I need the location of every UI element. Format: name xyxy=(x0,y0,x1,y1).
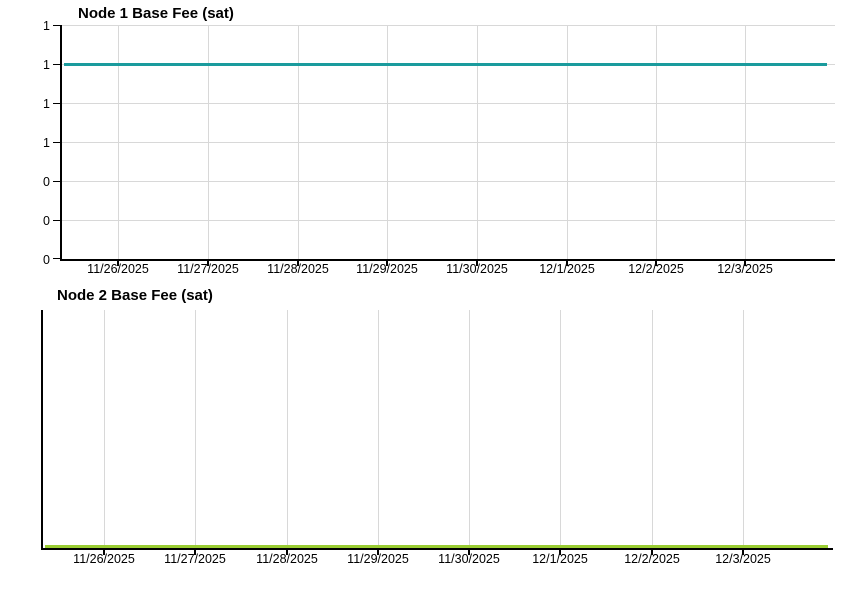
chart1-series-line-node1-base-fee xyxy=(64,62,827,66)
chart1-y-tick xyxy=(53,257,60,259)
chart2-x-tick xyxy=(286,550,288,555)
chart1-gridline-v xyxy=(208,25,209,259)
chart1-y-tick xyxy=(53,63,60,65)
chart2-x-tick xyxy=(559,550,561,555)
chart1-x-tick-label: 11/28/2025 xyxy=(267,262,329,276)
chart1-gridline-h xyxy=(62,220,835,221)
chart1-gridline-v xyxy=(118,25,119,259)
chart1-x-tick xyxy=(655,261,657,266)
chart1-gridline-v xyxy=(477,25,478,259)
chart1-title: Node 1 Base Fee (sat) xyxy=(78,5,234,22)
chart1-gridline-v xyxy=(387,25,388,259)
chart2-x-tick xyxy=(103,550,105,555)
chart1-gridline-v xyxy=(298,25,299,259)
chart2-x-tick-label: 12/3/2025 xyxy=(715,552,771,566)
chart2-gridline-v xyxy=(195,310,196,548)
chart2-gridline-v xyxy=(743,310,744,548)
chart2-title: Node 2 Base Fee (sat) xyxy=(57,287,213,304)
chart2-x-tick xyxy=(194,550,196,555)
chart2-x-tick-label: 11/27/2025 xyxy=(164,552,226,566)
chart1-gridline-v xyxy=(567,25,568,259)
chart1-x-tick xyxy=(117,261,119,266)
chart1-y-tick-label: 1 xyxy=(43,57,50,72)
chart1-x-tick xyxy=(386,261,388,266)
chart2-series-line-node2-base-fee xyxy=(45,545,828,548)
chart1-y-tick-label: 0 xyxy=(43,174,50,189)
chart1-x-tick xyxy=(297,261,299,266)
chart1-x-tick-label: 11/26/2025 xyxy=(87,262,149,276)
chart1-gridline-v xyxy=(745,25,746,259)
chart2-gridline-v xyxy=(560,310,561,548)
chart2-x-tick-label: 12/2/2025 xyxy=(624,552,680,566)
chart1-x-tick xyxy=(476,261,478,266)
chart2-x-tick-label: 11/29/2025 xyxy=(347,552,409,566)
chart1-x-tick-label: 12/3/2025 xyxy=(717,262,773,276)
chart1-gridline-h xyxy=(62,103,835,104)
chart1-y-tick xyxy=(53,24,60,26)
chart2-gridline-v xyxy=(469,310,470,548)
chart1-x-tick-label: 12/1/2025 xyxy=(539,262,595,276)
chart1-x-tick xyxy=(566,261,568,266)
chart1-y-tick xyxy=(53,102,60,104)
chart1-y-tick-label: 0 xyxy=(43,213,50,228)
chart1-y-tick-label: 1 xyxy=(43,96,50,111)
chart1-x-tick-label: 11/30/2025 xyxy=(446,262,508,276)
chart2-x-tick-label: 11/30/2025 xyxy=(438,552,500,566)
chart2-x-tick xyxy=(742,550,744,555)
chart2-x-tick xyxy=(651,550,653,555)
chart1-gridline-h xyxy=(62,181,835,182)
chart1-plot-area xyxy=(60,25,835,261)
chart2-x-tick xyxy=(377,550,379,555)
chart1-y-tick xyxy=(53,141,60,143)
chart2-gridline-v xyxy=(104,310,105,548)
chart2-x-tick-label: 11/28/2025 xyxy=(256,552,318,566)
chart2-x-tick-label: 12/1/2025 xyxy=(532,552,588,566)
chart2-gridline-v xyxy=(652,310,653,548)
chart2-x-tick-label: 11/26/2025 xyxy=(73,552,135,566)
chart1-x-tick-label: 11/29/2025 xyxy=(356,262,418,276)
chart1-y-tick xyxy=(53,219,60,221)
chart1-x-tick-label: 12/2/2025 xyxy=(628,262,684,276)
chart1-y-tick xyxy=(53,180,60,182)
chart1-y-tick-label: 0 xyxy=(43,252,50,267)
chart1-x-tick-label: 11/27/2025 xyxy=(177,262,239,276)
chart1-y-tick-label: 1 xyxy=(43,135,50,150)
chart1-gridline-v xyxy=(656,25,657,259)
chart2-x-tick xyxy=(468,550,470,555)
chart1-gridline-h xyxy=(62,25,835,26)
chart1-gridline-h xyxy=(62,142,835,143)
chart1-y-tick-label: 1 xyxy=(43,18,50,33)
chart2-plot-area xyxy=(41,310,833,550)
chart2-gridline-v xyxy=(287,310,288,548)
chart2-gridline-v xyxy=(378,310,379,548)
chart1-x-tick xyxy=(744,261,746,266)
chart1-x-tick xyxy=(207,261,209,266)
